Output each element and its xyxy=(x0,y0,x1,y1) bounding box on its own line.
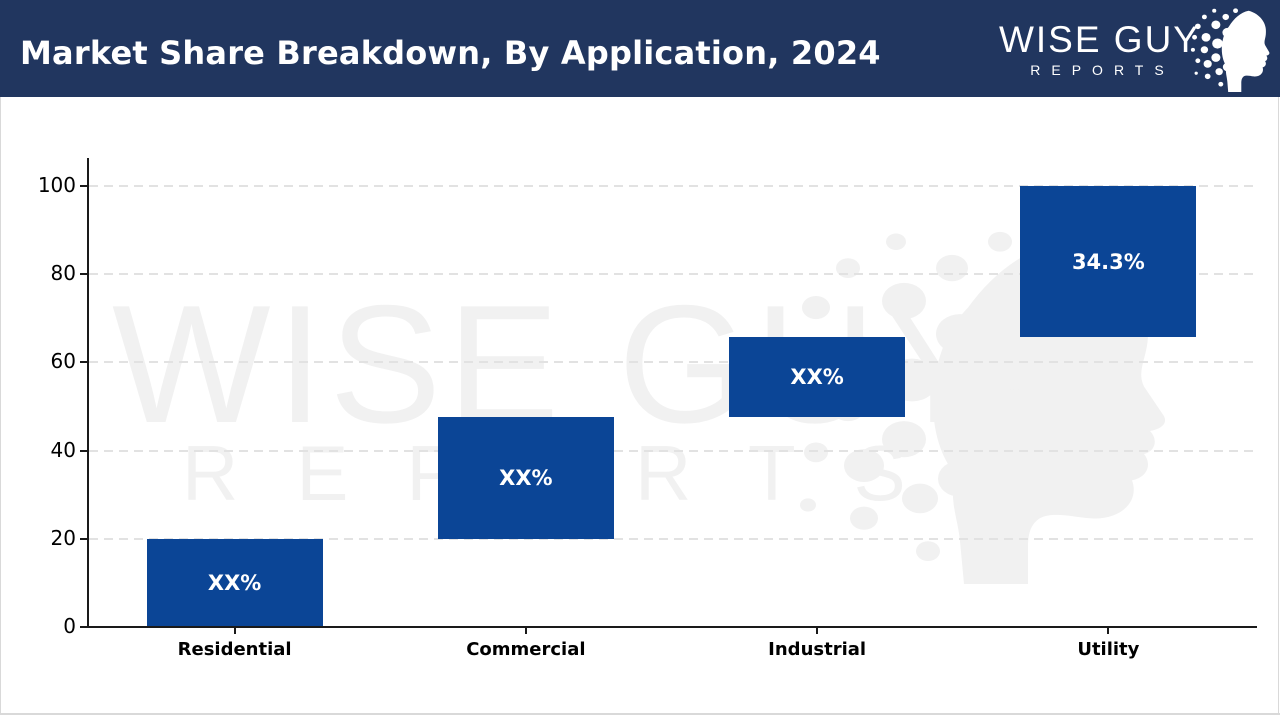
y-tick-60 xyxy=(80,361,87,364)
bar-value-label: XX% xyxy=(790,365,844,390)
y-tick-label-40: 40 xyxy=(50,437,76,462)
bar-industrial: XX% xyxy=(729,337,906,418)
y-tick-label-100: 100 xyxy=(37,173,76,197)
y-tick-80 xyxy=(80,273,87,276)
bar-commercial: XX% xyxy=(437,417,614,539)
bar-value-label: XX% xyxy=(499,465,553,490)
y-tick-label-80: 80 xyxy=(50,261,76,286)
bar-utility: 34.3% xyxy=(1020,186,1197,338)
y-tick-20 xyxy=(80,537,87,540)
frame-left-border xyxy=(0,97,1,714)
wise-guy-logo: WISE GUY REPORTS xyxy=(999,6,1270,92)
frame-right-border xyxy=(1278,97,1279,714)
y-tick-label-0: 0 xyxy=(63,614,76,638)
gridline-100 xyxy=(89,185,1255,187)
header-bar: Market Share Breakdown, By Application, … xyxy=(0,0,1280,97)
x-category-label-industrial: Industrial xyxy=(768,639,867,660)
gridline-40 xyxy=(89,449,1255,452)
logo-wordmark: WISE GUY xyxy=(998,18,1200,60)
y-tick-label-60: 60 xyxy=(50,349,76,374)
logo-face-icon xyxy=(1190,8,1270,92)
x-tick-industrial xyxy=(816,628,819,634)
bar-value-label: XX% xyxy=(207,570,262,595)
x-tick-utility xyxy=(1107,628,1110,634)
x-tick-residential xyxy=(233,628,236,634)
x-category-label-residential: Residential xyxy=(177,639,292,660)
bar-value-label: 34.3% xyxy=(1071,249,1145,274)
y-tick-0 xyxy=(80,626,87,628)
gridline-60 xyxy=(89,361,1255,364)
logo-text: WISE GUY REPORTS xyxy=(999,21,1200,78)
y-tick-100 xyxy=(80,185,87,187)
y-tick-40 xyxy=(80,449,87,452)
gridline-80 xyxy=(89,273,1255,276)
logo-subtext: REPORTS xyxy=(1030,61,1175,78)
x-tick-commercial xyxy=(524,628,527,634)
chart-title: Market Share Breakdown, By Application, … xyxy=(20,34,881,72)
x-axis xyxy=(87,626,1257,628)
x-category-label-utility: Utility xyxy=(1077,639,1140,660)
y-axis xyxy=(87,158,89,628)
gridline-20 xyxy=(89,537,1255,540)
y-tick-label-20: 20 xyxy=(50,525,76,550)
x-category-label-commercial: Commercial xyxy=(466,639,586,660)
frame-bottom-border xyxy=(0,713,1280,715)
bar-residential: XX% xyxy=(146,538,323,627)
